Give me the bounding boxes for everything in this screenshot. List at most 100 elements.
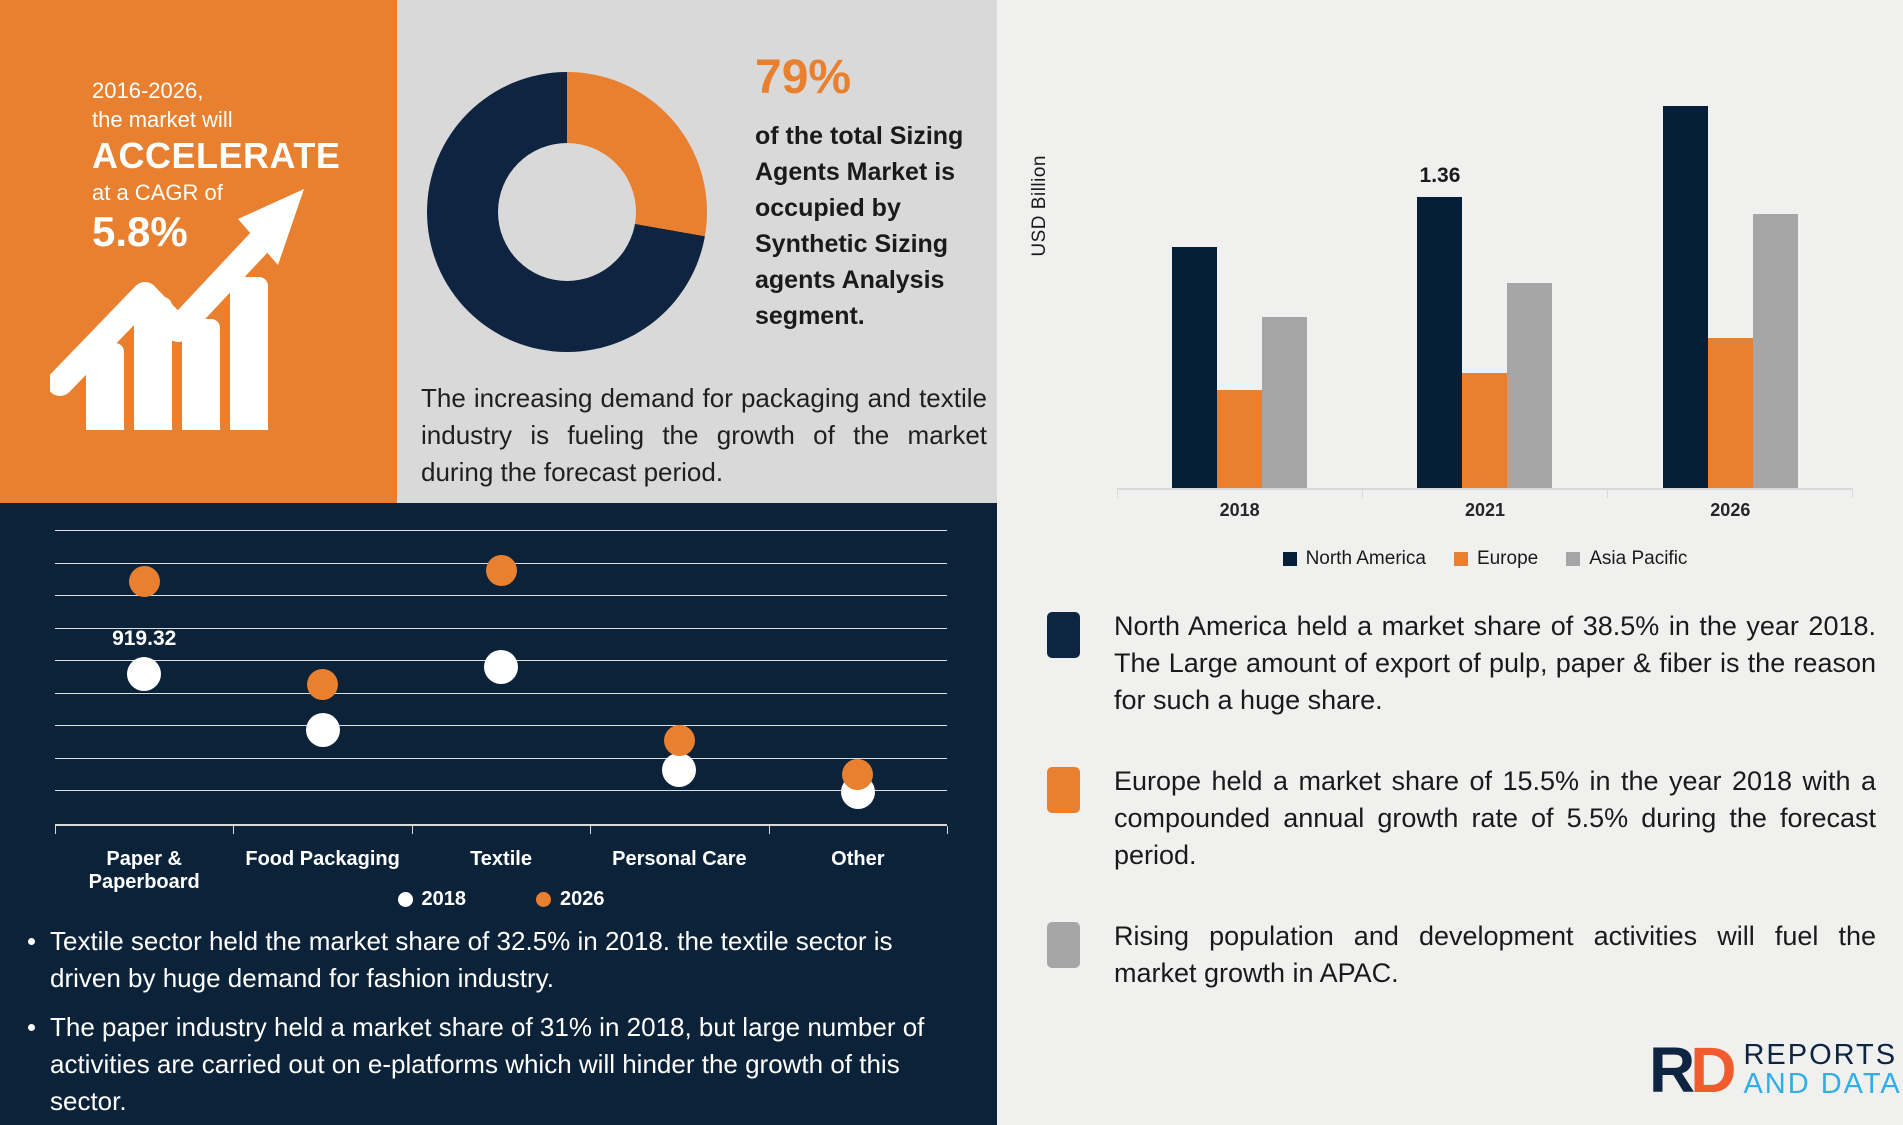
panel-donut: 79% of the total Sizing Agents Market is…: [397, 0, 997, 503]
dot-plot-legend: 2018 2026: [55, 888, 947, 911]
category-label: Personal Care: [612, 848, 747, 870]
legend-swatch: [397, 892, 413, 907]
dot-axis-tick: [411, 826, 413, 834]
reports-and-data-logo: RD REPORTS AND DATA: [1649, 1038, 1902, 1102]
bullet-dot-icon: [28, 1024, 35, 1031]
legend-item-north-america: North America: [1282, 548, 1426, 570]
panel-regions: USD Billion 1.36 2018 2021 2026 North Amer…: [997, 0, 1903, 1125]
sector-bullet-text: Textile sector held the market share of …: [50, 926, 893, 993]
logo-mark-d: D: [1690, 1034, 1736, 1106]
legend-swatch: [536, 892, 551, 907]
gridline: [55, 595, 947, 597]
bar-chart-xlabels: 2018 2021 2026: [1117, 500, 1853, 521]
dot-2018-textile: [484, 649, 518, 684]
dot-axis-tick: [233, 826, 235, 834]
accelerate-cagr-value: 5.8%: [92, 208, 188, 255]
region-bullet: Rising population and development activi…: [1047, 918, 1877, 992]
dot-2026-personal-care: [663, 724, 695, 756]
category-label: Textile: [470, 848, 532, 870]
bar-north-america-2021: [1417, 197, 1463, 488]
region-bullet-swatch: [1047, 612, 1080, 658]
bar-group-2026: [1608, 84, 1853, 488]
legend-label: North America: [1305, 548, 1426, 569]
gridline: [55, 725, 947, 727]
accelerate-text-block: 2016-2026, the market will ACCELERATE at…: [92, 76, 340, 257]
logo-name-top: REPORTS: [1743, 1039, 1898, 1071]
donut-stat-value: 79%: [755, 51, 852, 104]
bar-axis-tick: [1852, 490, 1853, 498]
region-bullet: North America held a market share of 38.…: [1047, 608, 1877, 719]
legend-swatch: [1282, 552, 1297, 566]
gridline: [55, 757, 947, 759]
bar-xlabel-2021: 2021: [1464, 500, 1506, 520]
dot-axis-tick: [590, 826, 592, 834]
dot-axis-tick: [55, 826, 56, 834]
legend-item-asia-pacific: Asia Pacific: [1566, 548, 1687, 570]
bar-europe-2026: [1707, 338, 1753, 488]
bar-axis-tick: [1607, 490, 1608, 498]
bar-north-america-2018: [1172, 247, 1218, 488]
sector-bullets: Textile sector held the market share of …: [28, 923, 966, 1125]
gridline: [55, 627, 947, 629]
region-bullet-text: Europe held a market share of 15.5% in t…: [1114, 766, 1876, 870]
bar-europe-2021: [1462, 373, 1508, 488]
logo-mark: RD: [1649, 1038, 1736, 1102]
region-bullet: Europe held a market share of 15.5% in t…: [1047, 763, 1877, 874]
bar-axis-tick: [1362, 490, 1363, 498]
accelerate-headline: ACCELERATE: [92, 135, 341, 176]
bar-xlabel-2026: 2026: [1710, 500, 1751, 520]
legend-swatch: [1453, 552, 1468, 566]
bar-chart-ylabel: USD Billion: [1029, 155, 1050, 257]
dot-plot-categories: Paper & Paperboard Food Packaging Textile P…: [55, 848, 947, 894]
dot-2026-other: [842, 758, 874, 790]
gridline: [55, 790, 947, 792]
panel-accelerate: 2016-2026, the market will ACCELERATE at…: [0, 0, 397, 503]
sector-bullet: Textile sector held the market share of …: [28, 923, 966, 997]
bar-axis-tick: [1117, 490, 1118, 498]
bar-asia-pacific-2021: [1507, 283, 1553, 488]
sector-bullet-text: The paper industry held a market share o…: [50, 1012, 925, 1116]
legend-label: 2018: [421, 888, 467, 910]
region-bullet-text: North America held a market share of 38.…: [1114, 611, 1876, 715]
dot-plot: 919.32: [55, 530, 948, 834]
growth-arrow-bars-icon: [50, 189, 304, 430]
donut-stat-caption: of the total Sizing Agents Market is occ…: [755, 122, 964, 330]
donut-chart: [427, 72, 707, 352]
legend-item-2026: 2026: [536, 888, 605, 911]
logo-wordmark: REPORTS AND DATA: [1743, 1041, 1901, 1099]
category-label: Other: [831, 848, 885, 870]
bar-asia-pacific-2026: [1752, 214, 1798, 488]
bar-group-2021: 1.36: [1362, 84, 1607, 488]
region-bullet-text: Rising population and development activi…: [1114, 921, 1876, 988]
gridline: [55, 692, 947, 694]
legend-swatch: [1566, 552, 1581, 566]
region-bullet-swatch: [1047, 767, 1080, 813]
sector-bullet: The paper industry held a market share o…: [28, 1009, 966, 1120]
bar-value-label: 1.36: [1419, 164, 1461, 188]
legend-label: Asia Pacific: [1589, 548, 1688, 569]
legend-item-2018: 2018: [397, 888, 467, 911]
bullet-dot-icon: [28, 938, 35, 945]
dot-2026-textile: [485, 554, 517, 586]
bar-xlabel-2018: 2018: [1219, 500, 1260, 520]
donut-paragraph: The increasing demand for packaging and …: [421, 383, 987, 487]
logo-name-bottom: AND DATA: [1743, 1068, 1902, 1100]
category-label: Paper & Paperboard: [88, 848, 200, 893]
legend-label: 2026: [560, 888, 605, 910]
dot-value-label: 919.32: [112, 627, 177, 651]
logo-mark-r: R: [1649, 1034, 1695, 1106]
legend-item-europe: Europe: [1453, 548, 1539, 570]
dot-2026-paper-paperboard: [128, 565, 160, 597]
accelerate-line2: the market will: [92, 107, 233, 132]
bar-europe-2018: [1217, 390, 1263, 488]
gridline: [55, 530, 947, 531]
panel-sectors: 919.32 Paper & Paperboard Food Packaging T…: [0, 503, 997, 1125]
legend-label: Europe: [1476, 548, 1539, 569]
category-label: Food Packaging: [245, 848, 400, 870]
bar-chart-legend: North America Europe Asia Pacific: [1117, 548, 1853, 570]
dot-2018-food-packaging: [305, 712, 340, 747]
bar-asia-pacific-2018: [1262, 317, 1308, 488]
region-bullets: North America held a market share of 38.…: [1047, 608, 1877, 992]
dot-axis-tick: [768, 826, 770, 834]
